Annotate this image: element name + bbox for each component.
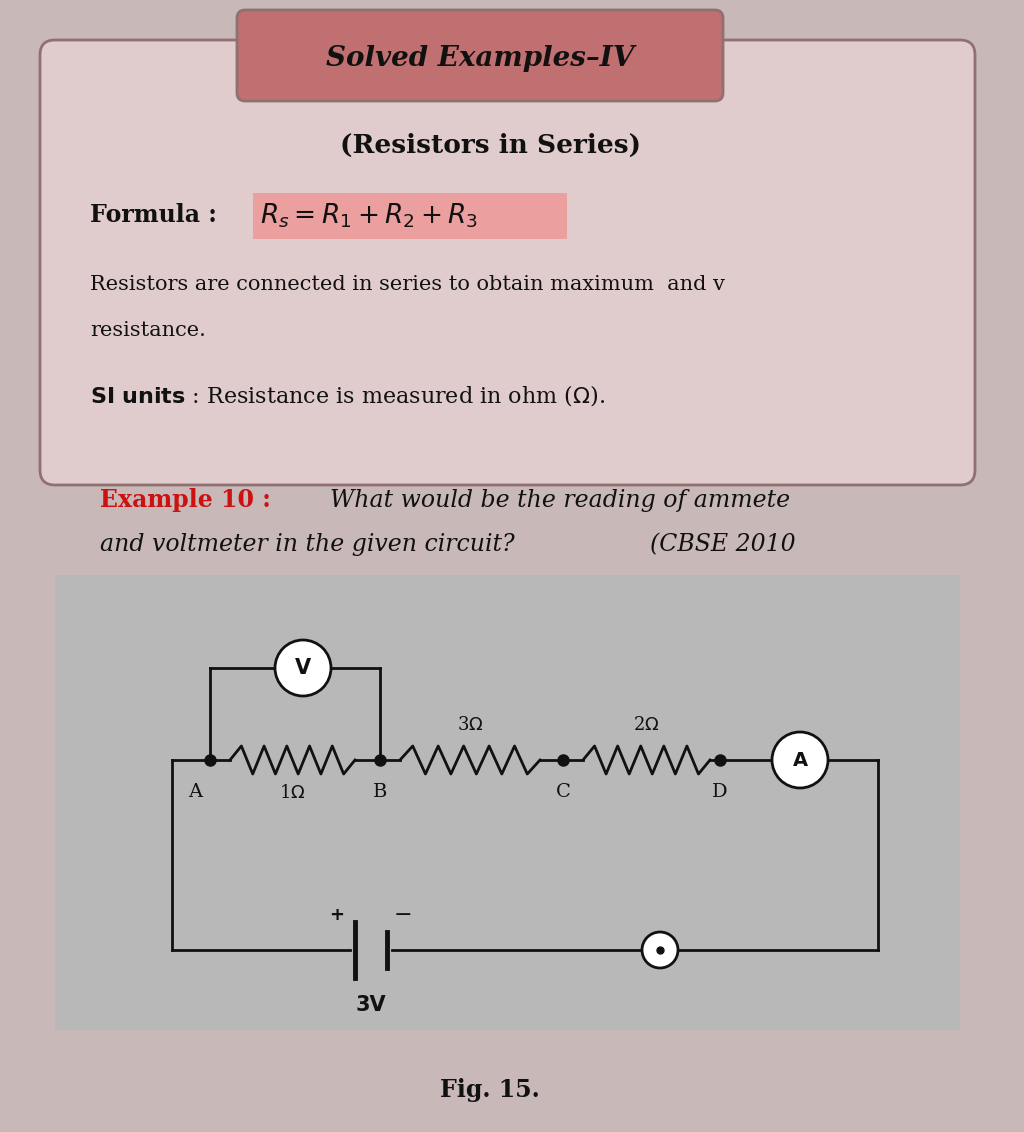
- Text: A: A: [188, 783, 202, 801]
- Text: Fig. 15.: Fig. 15.: [440, 1078, 540, 1101]
- Text: Example 10 :: Example 10 :: [100, 488, 280, 512]
- Text: −: −: [393, 904, 413, 925]
- FancyBboxPatch shape: [40, 40, 975, 484]
- Text: Solved Examples–IV: Solved Examples–IV: [326, 44, 634, 71]
- Text: Resistors are connected in series to obtain maximum  and v: Resistors are connected in series to obt…: [90, 275, 725, 294]
- FancyBboxPatch shape: [253, 192, 567, 239]
- Text: 2$\Omega$: 2$\Omega$: [633, 717, 659, 734]
- Circle shape: [772, 732, 828, 788]
- Text: V: V: [295, 658, 311, 678]
- Text: C: C: [556, 783, 570, 801]
- Text: resistance.: resistance.: [90, 320, 206, 340]
- Text: 1$\Omega$: 1$\Omega$: [279, 784, 305, 801]
- Text: +: +: [330, 906, 344, 924]
- Text: 3V: 3V: [355, 995, 386, 1015]
- Text: D: D: [712, 783, 728, 801]
- FancyBboxPatch shape: [237, 10, 723, 101]
- Text: A: A: [793, 751, 808, 770]
- Text: $R_s = R_1 + R_2 + R_3$: $R_s = R_1 + R_2 + R_3$: [260, 201, 478, 230]
- Text: and voltmeter in the given circuit?: and voltmeter in the given circuit?: [100, 533, 515, 557]
- Circle shape: [642, 932, 678, 968]
- Text: $\bf{SI\ units}$ : Resistance is measured in ohm ($\Omega$).: $\bf{SI\ units}$ : Resistance is measure…: [90, 383, 605, 408]
- Text: Formula :: Formula :: [90, 203, 225, 228]
- Text: What would be the reading of ammete: What would be the reading of ammete: [330, 489, 791, 512]
- Circle shape: [275, 640, 331, 696]
- Text: (Resistors in Series): (Resistors in Series): [340, 132, 640, 157]
- Text: (CBSE 2010: (CBSE 2010: [650, 533, 796, 557]
- Text: 3$\Omega$: 3$\Omega$: [457, 717, 483, 734]
- FancyBboxPatch shape: [55, 575, 961, 1030]
- Text: B: B: [373, 783, 387, 801]
